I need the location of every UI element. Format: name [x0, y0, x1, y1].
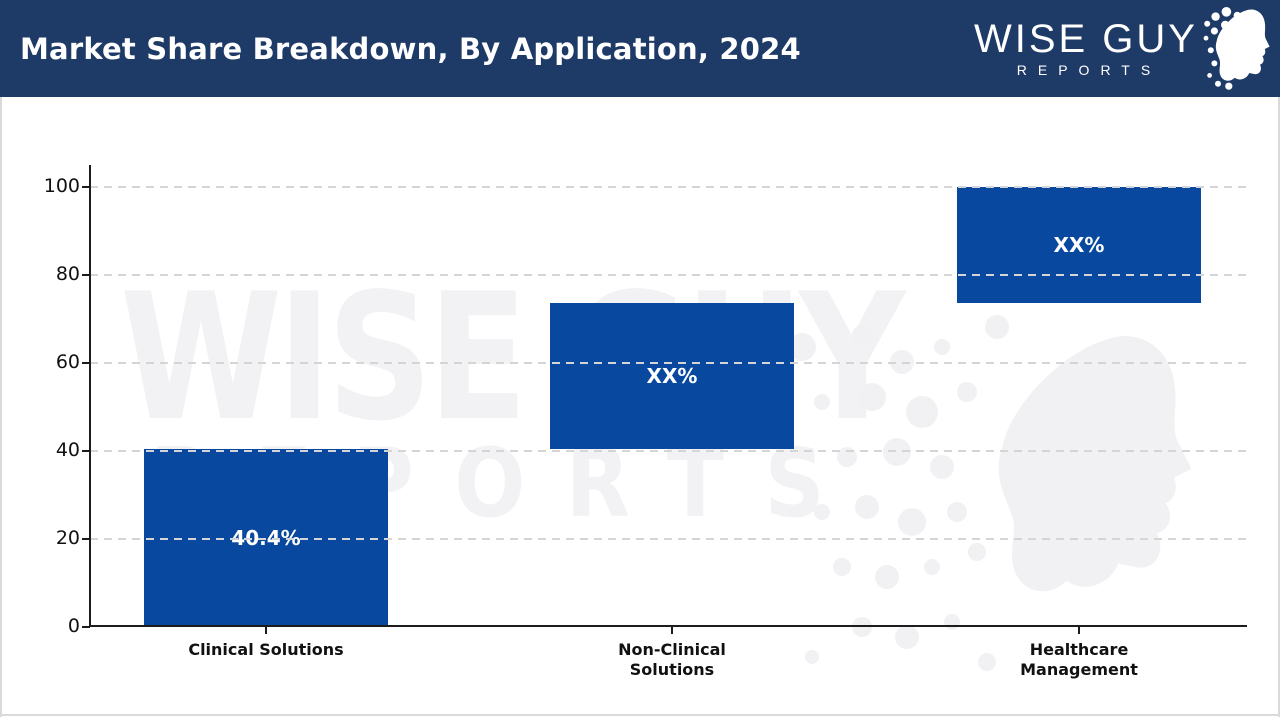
- page-title: Market Share Breakdown, By Application, …: [20, 31, 801, 66]
- logo-wordmark: WISE GUY REPORTS: [974, 19, 1198, 78]
- y-tick-mark-100: [82, 186, 90, 188]
- y-tick-mark-60: [82, 362, 90, 364]
- bar-value-label-non-clinical-solutions: XX%: [646, 364, 698, 389]
- gridline-y-40: [90, 450, 1247, 452]
- x-tick-mark-healthcare-management: [1078, 627, 1080, 634]
- y-tick-mark-80: [82, 274, 90, 276]
- bar-value-label-healthcare-management: XX%: [1053, 233, 1105, 258]
- y-tick-mark-0: [82, 626, 90, 628]
- x-tick-label-clinical-solutions: Clinical Solutions: [188, 640, 344, 659]
- y-tick-label: 20: [55, 527, 80, 549]
- x-tick-label-non-clinical-solutions: Non-Clinical Solutions: [618, 640, 726, 679]
- dotted-head-logo-icon: [1203, 6, 1270, 90]
- x-axis-line: [89, 625, 1247, 627]
- y-tick-label: 0: [67, 615, 80, 637]
- bottom-hairline: [2, 714, 1278, 716]
- x-tick-label-healthcare-management: Healthcare Management: [1020, 640, 1138, 679]
- chart-canvas: WISE GUY REPORTS 0 20 40 60 8: [0, 97, 1280, 717]
- logo-brand-text: WISE GUY: [973, 17, 1198, 61]
- y-tick-mark-20: [82, 538, 90, 540]
- logo-sub-text: REPORTS: [1016, 62, 1162, 78]
- bar-non-clinical-solutions: XX%: [550, 303, 794, 450]
- x-tick-mark-clinical-solutions: [265, 627, 267, 634]
- gridline-y-80: [90, 274, 1247, 276]
- x-tick-mark-non-clinical-solutions: [671, 627, 673, 634]
- gridline-y-60: [90, 362, 1247, 364]
- header-bar: Market Share Breakdown, By Application, …: [0, 0, 1280, 97]
- y-tick-mark-40: [82, 450, 90, 452]
- y-tick-label: 80: [55, 263, 80, 285]
- bar-healthcare-management: XX%: [957, 187, 1201, 304]
- y-tick-label: 60: [55, 351, 80, 373]
- gridline-y-20: [90, 538, 1247, 540]
- wise-guy-reports-logo: WISE GUY REPORTS: [974, 6, 1280, 91]
- y-tick-label: 100: [43, 175, 80, 197]
- y-tick-label: 40: [55, 439, 80, 461]
- y-axis-line: [89, 165, 91, 627]
- gridline-y-100: [90, 186, 1247, 188]
